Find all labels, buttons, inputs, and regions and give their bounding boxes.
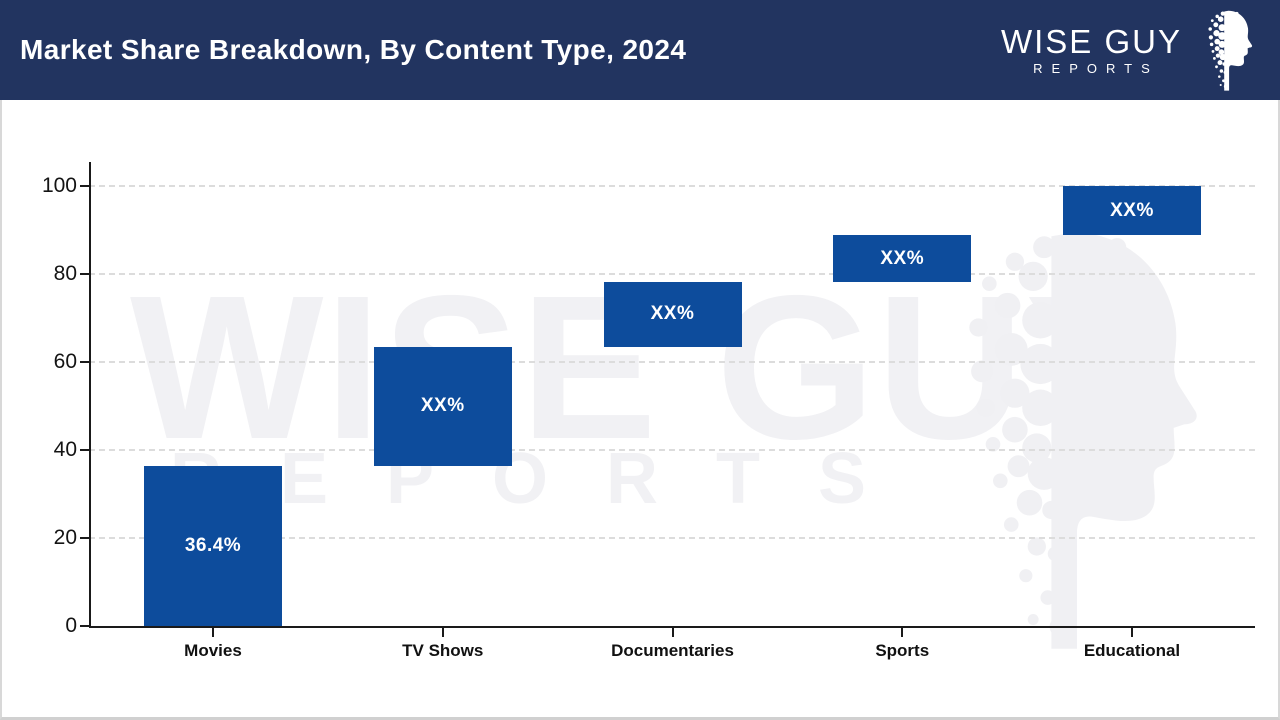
waterfall-bar-tv-shows: XX% bbox=[373, 346, 512, 466]
chart-area: WISE GUY REPORTS 0 20 40 60 80 100 36.4% Movies… bbox=[0, 100, 1280, 720]
dotted-face-icon bbox=[1188, 8, 1266, 92]
waterfall-bar-documentaries: XX% bbox=[603, 281, 742, 347]
logo-subtitle: REPORTS bbox=[1033, 61, 1159, 76]
y-axis-line bbox=[89, 162, 91, 628]
y-tick-label: 100 bbox=[41, 174, 77, 197]
waterfall-bar-movies: 36.4% bbox=[144, 465, 282, 626]
y-tick-label: 60 bbox=[53, 350, 77, 373]
bar-value-label: XX% bbox=[880, 247, 925, 269]
y-tick-label: 0 bbox=[65, 614, 77, 637]
x-tick-mark bbox=[441, 628, 444, 637]
gridline-20 bbox=[89, 537, 1255, 539]
x-category-label: Documentaries bbox=[611, 641, 734, 660]
wise-guy-logo: WISE GUY REPORTS bbox=[1001, 8, 1266, 92]
logo-wordmark: WISE GUY bbox=[1000, 23, 1182, 60]
y-tick-mark bbox=[80, 361, 89, 363]
x-axis-line bbox=[89, 626, 1255, 628]
y-tick-mark bbox=[80, 625, 89, 627]
x-tick-mark bbox=[671, 628, 674, 637]
watermark-face-icon bbox=[920, 218, 1212, 656]
y-tick-mark bbox=[80, 537, 89, 539]
bar-value-label: XX% bbox=[1110, 199, 1154, 221]
y-tick-label: 20 bbox=[53, 526, 77, 549]
x-category-label: Movies bbox=[184, 641, 242, 660]
x-tick-mark bbox=[212, 628, 214, 637]
logo-text: WISE GUY REPORTS bbox=[1001, 25, 1182, 75]
waterfall-bar-educational: XX% bbox=[1063, 186, 1201, 236]
gridline-60 bbox=[89, 361, 1255, 363]
waterfall-bar-sports: XX% bbox=[833, 235, 972, 282]
x-tick-mark bbox=[1131, 628, 1133, 637]
bar-value-label: 36.4% bbox=[184, 534, 242, 556]
x-tick-mark bbox=[901, 628, 904, 637]
bar-value-label: XX% bbox=[650, 303, 695, 325]
x-category-label: Educational bbox=[1083, 641, 1181, 660]
x-category-label: Sports bbox=[875, 641, 930, 660]
x-category-label: TV Shows bbox=[402, 641, 484, 660]
header-bar: Market Share Breakdown, By Content Type,… bbox=[0, 0, 1280, 100]
gridline-80 bbox=[89, 273, 1255, 275]
y-tick-label: 80 bbox=[53, 262, 77, 285]
y-tick-mark bbox=[80, 185, 89, 187]
y-tick-label: 40 bbox=[53, 438, 77, 461]
chart-title: Market Share Breakdown, By Content Type,… bbox=[20, 34, 687, 65]
gridline-100 bbox=[89, 185, 1255, 187]
bar-value-label: XX% bbox=[420, 395, 465, 417]
y-tick-mark bbox=[80, 273, 89, 275]
y-tick-mark bbox=[80, 449, 89, 451]
gridline-40 bbox=[89, 449, 1255, 451]
